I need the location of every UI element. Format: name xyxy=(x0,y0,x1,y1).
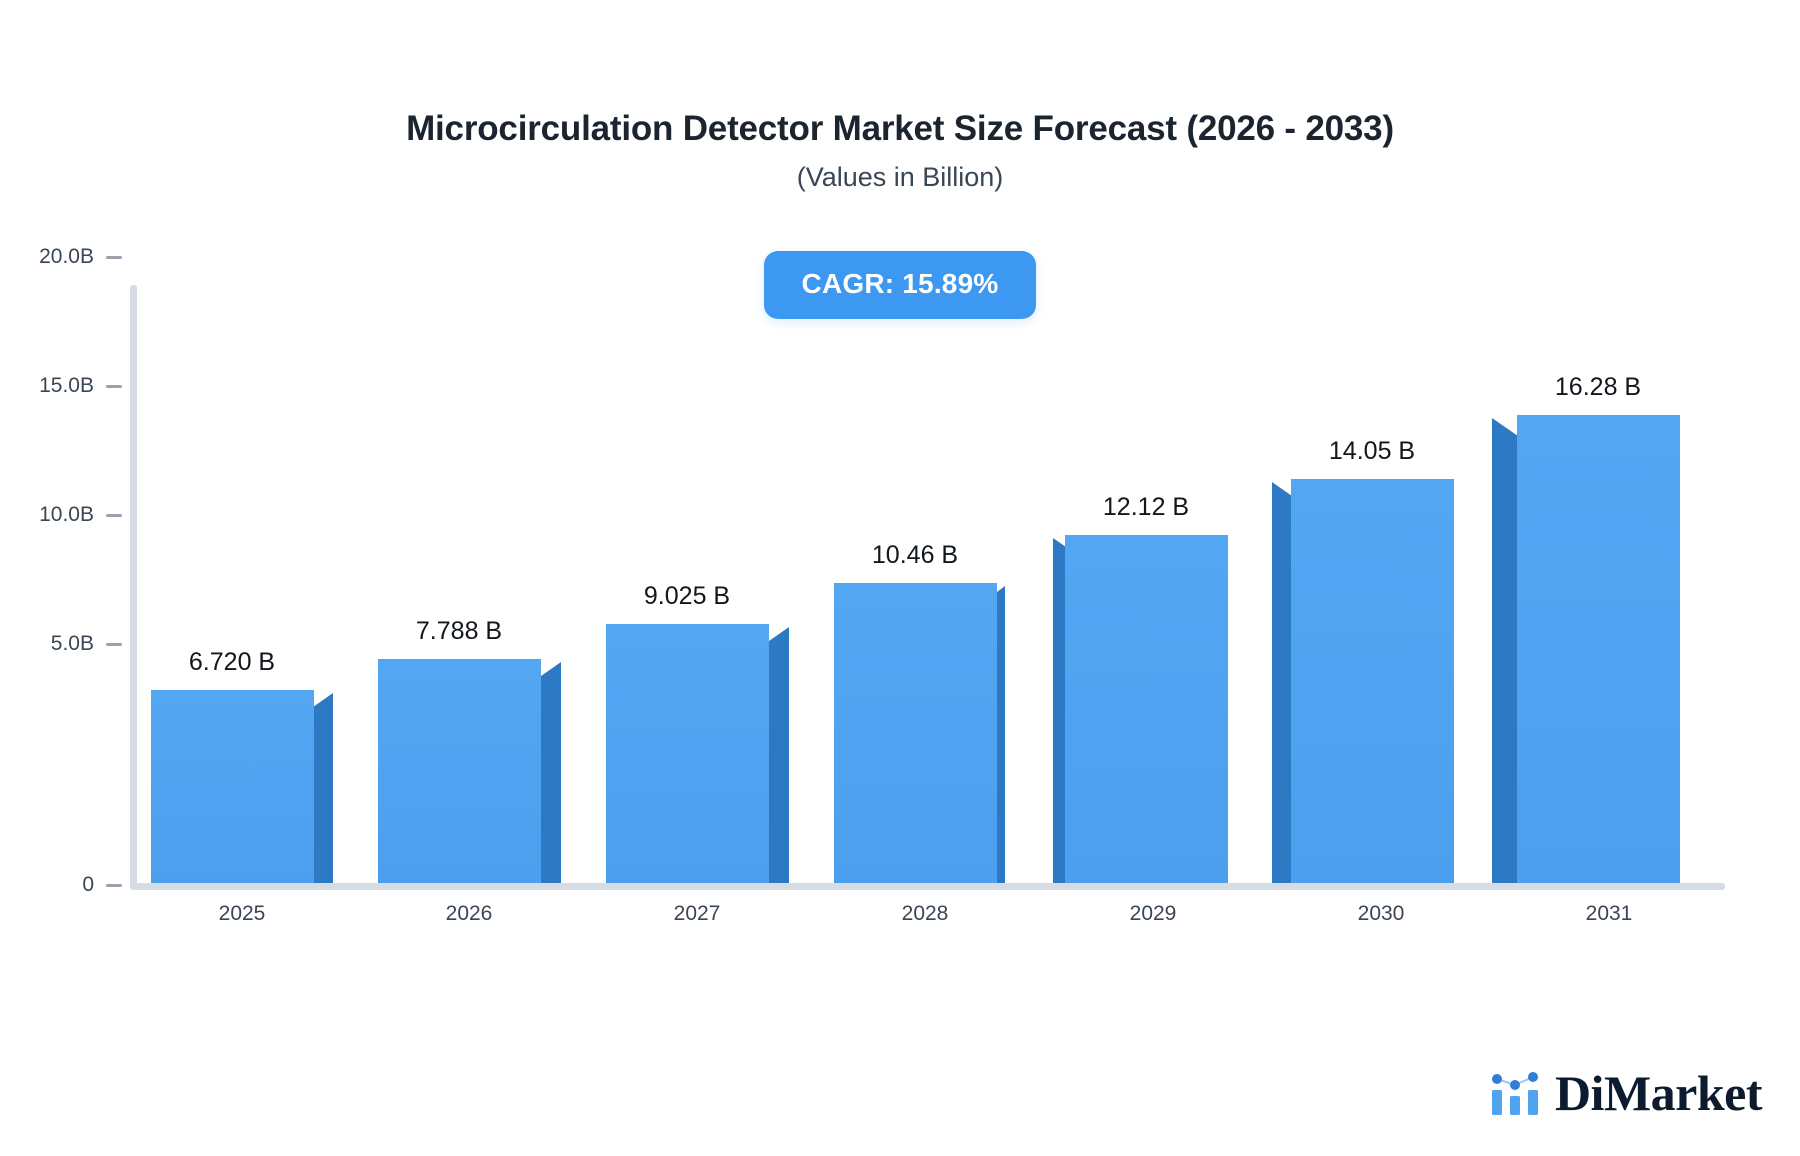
bar-side-face xyxy=(1492,418,1518,883)
bar-value-label: 16.28 B xyxy=(1554,373,1642,401)
chart-subtitle: (Values in Billion) xyxy=(796,162,1004,193)
y-axis-tick-0: 0 xyxy=(0,760,130,896)
bar-2025[interactable] xyxy=(151,690,314,883)
bar-value-label: 14.05 B xyxy=(1328,437,1416,465)
cagr-badge-wrapper: CAGR: 15.89% xyxy=(0,251,1800,319)
bar-2026[interactable] xyxy=(378,659,541,883)
bar-side-face xyxy=(541,662,561,883)
y-axis-tick-label: 5.0B xyxy=(50,632,94,655)
bar-side-face xyxy=(313,693,333,883)
bar-value-label: 9.025 B xyxy=(643,582,731,610)
y-axis-tick-5: 5.0B xyxy=(0,631,130,657)
y-axis-tick-mark xyxy=(106,514,122,517)
y-axis-tick-mark xyxy=(106,643,122,646)
bar-value-label: 6.720 B xyxy=(188,648,276,676)
y-axis-tick-label: 20.0B xyxy=(39,245,94,268)
bar-2031[interactable] xyxy=(1517,415,1680,883)
x-axis-label-2026: 2026 xyxy=(445,902,493,925)
x-axis-label-2029: 2029 xyxy=(1129,902,1177,925)
bar-side-face xyxy=(1053,538,1066,883)
bar-value-label: 12.12 B xyxy=(1102,493,1190,521)
y-axis-line xyxy=(130,285,137,889)
x-axis-line xyxy=(130,883,1725,890)
bar-value-label: 10.46 B xyxy=(871,541,959,569)
cagr-badge[interactable]: CAGR: 15.89% xyxy=(763,251,1037,319)
x-axis-label-2028: 2028 xyxy=(901,902,949,925)
x-axis-label-2025: 2025 xyxy=(218,902,266,925)
y-axis-tick-mark xyxy=(106,385,122,388)
y-axis-tick-mark xyxy=(106,256,122,259)
plot-area: 20.0B 15.0B 10.0B 5.0B 0 6.720 B xyxy=(0,244,1725,925)
chart-header: Microcirculation Detector Market Size Fo… xyxy=(0,108,1800,194)
chart-title: Microcirculation Detector Market Size Fo… xyxy=(406,109,1394,148)
y-axis-tick-label: 15.0B xyxy=(39,374,94,397)
y-axis-tick-20: 20.0B xyxy=(0,244,130,270)
brand-logo: DiMarket xyxy=(1489,1065,1763,1121)
bar-side-face xyxy=(997,586,1005,883)
bar-side-face xyxy=(769,627,789,883)
bar-2027[interactable] xyxy=(606,624,769,883)
y-axis-tick-label: 0 xyxy=(82,873,94,896)
x-axis-label-2030: 2030 xyxy=(1357,902,1405,925)
y-axis-tick-15: 15.0B xyxy=(0,373,130,399)
logo-wordmark: DiMarket xyxy=(1554,1065,1763,1121)
x-axis-label-2027: 2027 xyxy=(673,902,721,925)
y-axis-tick-label: 10.0B xyxy=(39,503,94,526)
bar-value-label: 7.788 B xyxy=(415,617,503,645)
x-axis-label-2031: 2031 xyxy=(1585,902,1633,925)
y-axis-tick-10: 10.0B xyxy=(0,502,130,528)
bar-2029[interactable] xyxy=(1065,535,1228,883)
y-axis-tick-mark xyxy=(106,884,122,887)
bar-chart-dots-icon xyxy=(1489,1068,1541,1118)
bar-2028[interactable] xyxy=(834,583,997,883)
bar-2030[interactable] xyxy=(1291,479,1454,883)
bar-side-face xyxy=(1272,482,1292,883)
